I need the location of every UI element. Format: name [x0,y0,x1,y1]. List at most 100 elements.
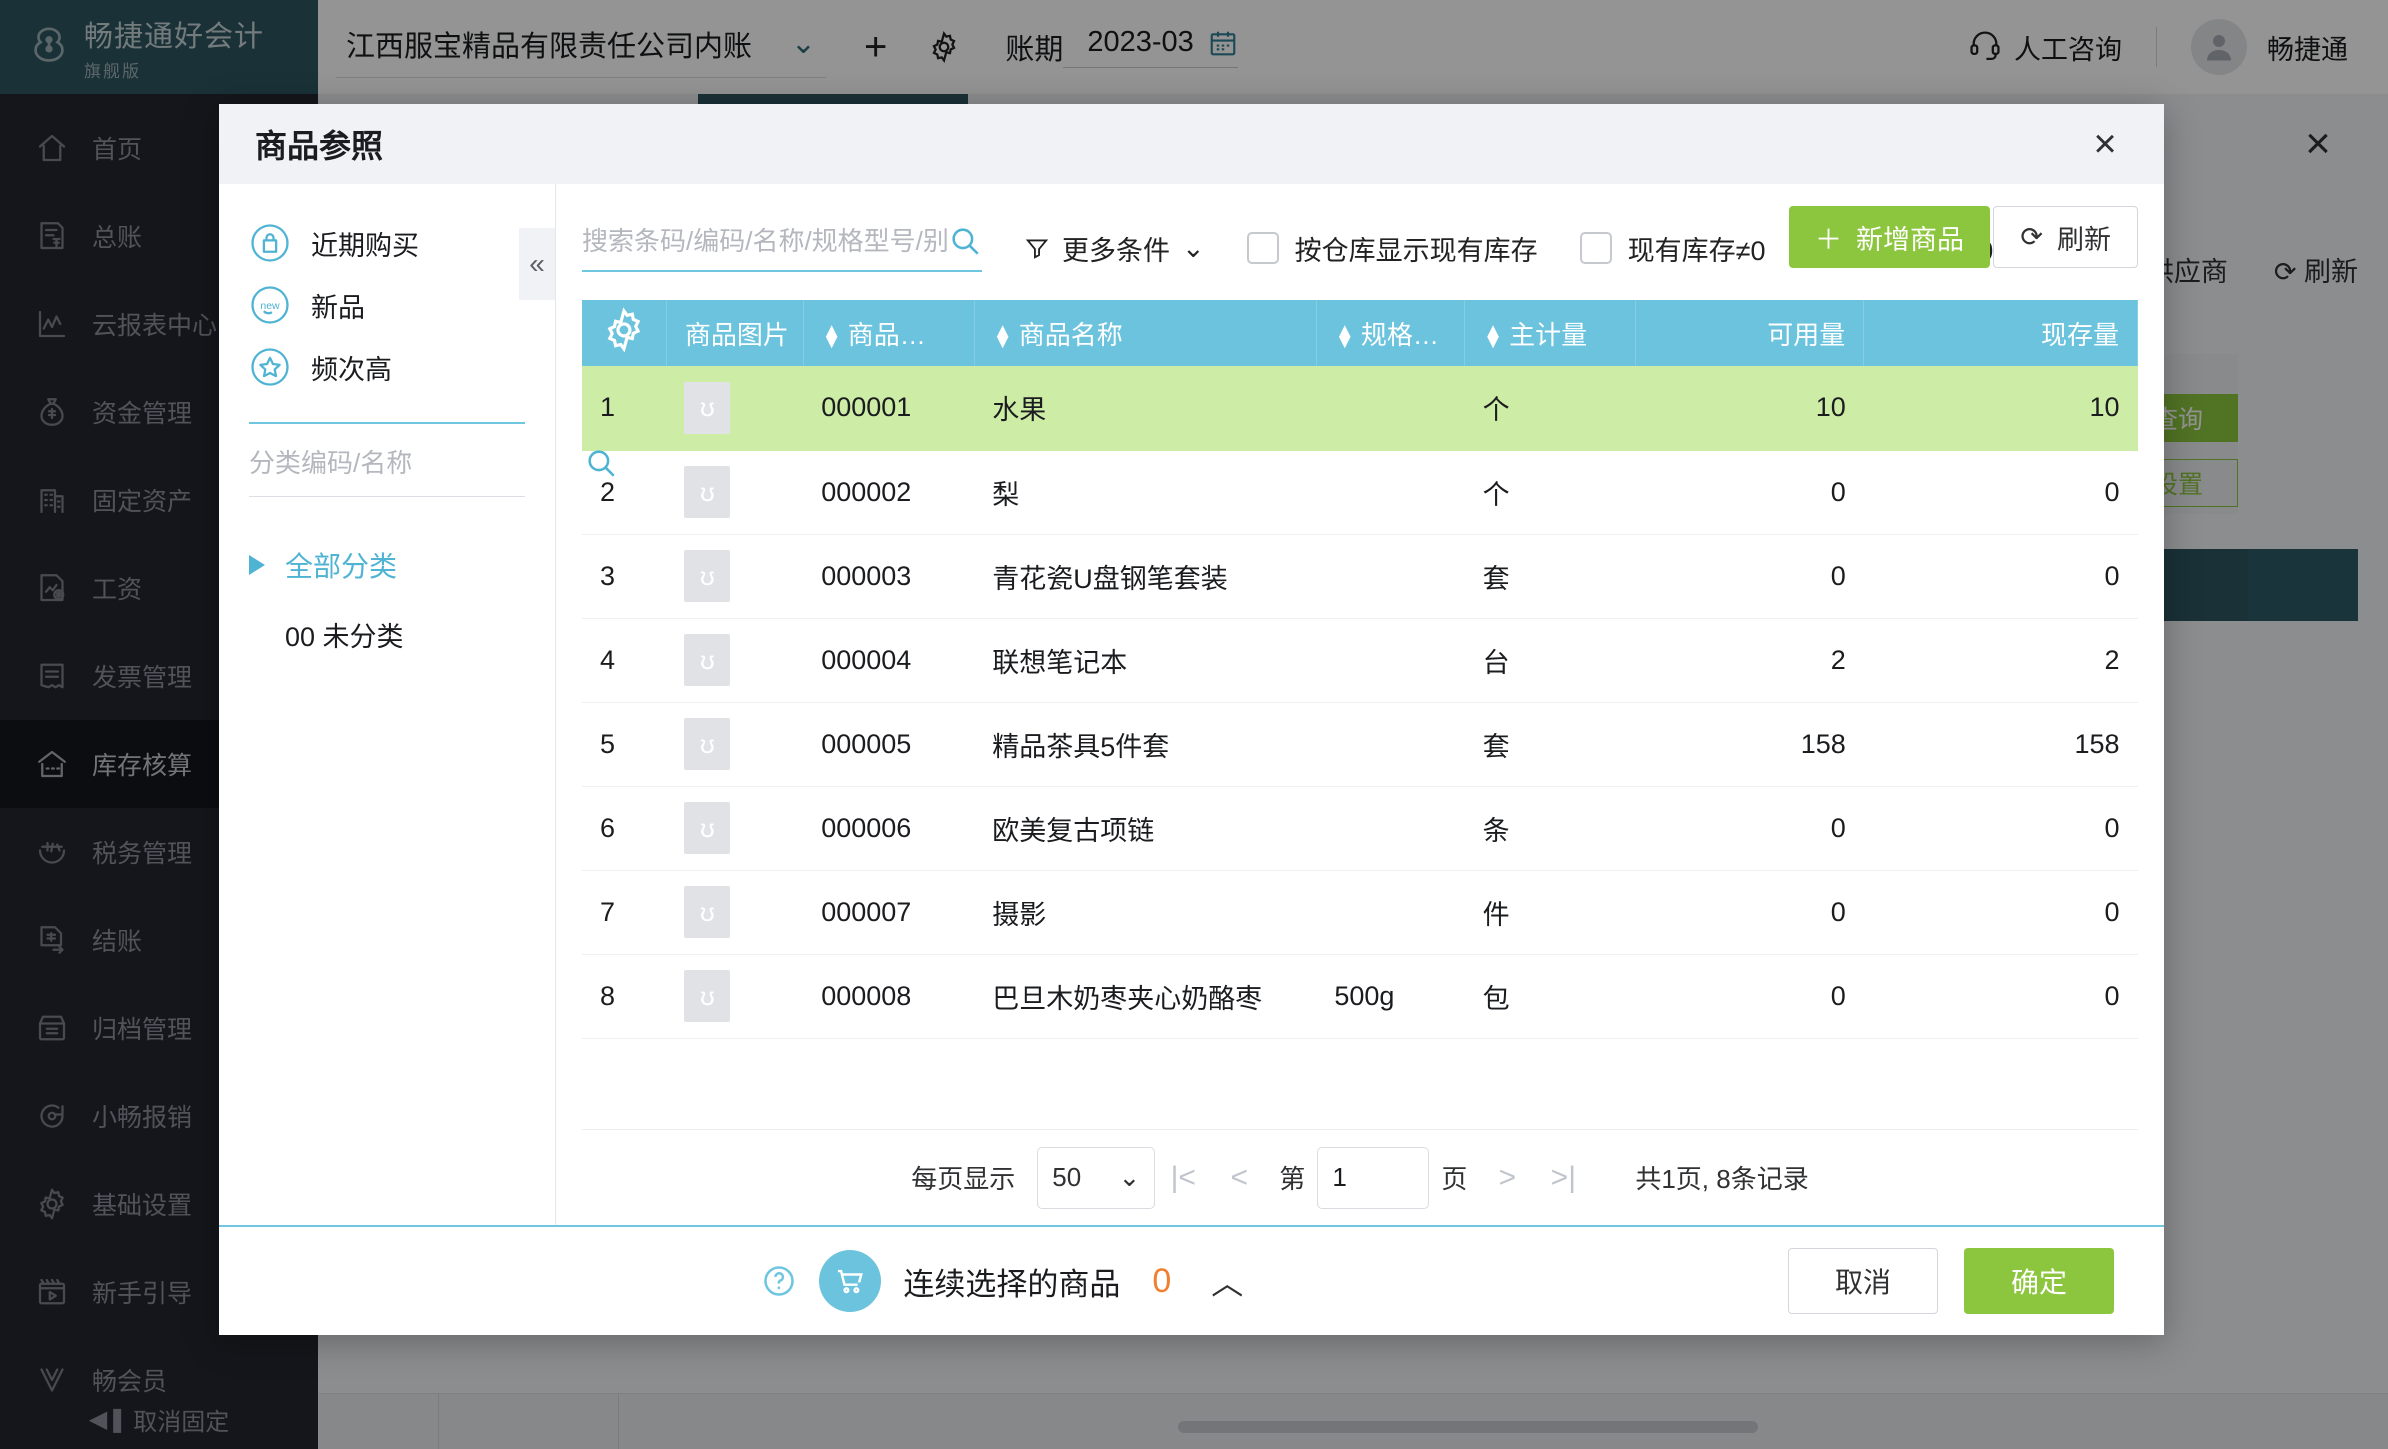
per-page-select[interactable]: 50 ⌄ [1037,1146,1156,1209]
product-thumbnail[interactable]: ʊ [684,886,731,938]
sidebar-item-6[interactable]: 工资 [0,544,318,632]
sidebar-item-12[interactable]: 小畅报销 [0,1072,318,1160]
sidebar-item-11[interactable]: 归档管理 [0,984,318,1072]
quick-filter-2[interactable]: new 新品 [249,274,525,336]
cancel-button[interactable]: 取消 [1787,1248,1938,1314]
chevron-down-icon[interactable]: ⌄ [790,26,816,60]
category-tree-root[interactable]: 全部分类 [249,537,525,593]
sidebar-item-15[interactable]: 畅会员 [0,1336,318,1424]
confirm-button[interactable]: 确定 [1963,1248,2114,1314]
background-close-icon[interactable]: × [2305,119,2331,168]
first-page-button[interactable]: |< [1170,1160,1196,1194]
cell-stock: 2 [1863,618,2138,703]
sidebar-item-14[interactable]: 新手引导 [0,1248,318,1336]
sidebar-item-3[interactable]: 云报表中心 [0,280,318,368]
cell-stock: 0 [1863,954,2138,1039]
table-row[interactable]: 2 ʊ 000002 梨个 0 0 [582,450,2138,535]
table-row[interactable]: 4 ʊ 000004 联想笔记本台 2 2 [582,618,2138,703]
search-icon[interactable] [948,224,982,258]
sidebar-item-label: 畅会员 [92,1368,168,1396]
next-page-button[interactable]: > [1498,1160,1517,1194]
user-name[interactable]: 畅捷通 [2267,34,2348,65]
column-header-name[interactable]: ▲ ▼ 商品名称 [974,300,1317,366]
cell-unit: 包 [1464,954,1636,1039]
avatar[interactable] [2191,19,2247,75]
table-row[interactable]: 6 ʊ 000006 欧美复古项链条 0 0 [582,786,2138,871]
checkbox-box[interactable] [1246,232,1279,264]
product-table: 商品图片 ▲ ▼ 商品… ▲ ▼ 商品名称 ▲ ▼ 规格… ▲ ▼ 主计量 可用量 现存量 1 ʊ 000001… [582,300,2138,1039]
sidebar-item-13[interactable]: 基础设置 [0,1160,318,1248]
triangle-right-icon[interactable] [249,555,265,575]
table-row[interactable]: 1 ʊ 000001 水果个 10 10 [582,366,2138,451]
sidebar-item-label: 税务管理 [92,840,193,868]
category-search[interactable] [249,422,615,497]
prev-page-button[interactable]: < [1230,1160,1249,1194]
quick-filter-1[interactable]: 近期购买 [249,212,525,274]
pagination: 每页显示 50 ⌄ |< < 第 页 > >| 共1页, 8条记录 [582,1129,2138,1225]
page-number-input[interactable] [1317,1146,1430,1209]
new-icon: new [249,284,291,326]
cell-spec [1316,450,1465,535]
product-thumbnail[interactable]: ʊ [684,381,731,434]
add-account-set-button[interactable]: + [864,25,888,69]
category-tree-item[interactable]: 00 未分类 [285,622,404,652]
column-header-unit[interactable]: ▲ ▼ 主计量 [1464,300,1637,366]
quick-filter-3[interactable]: 频次高 [249,336,525,398]
product-search-input[interactable] [582,225,948,257]
column-header-code[interactable]: ▲ ▼ 商品… [803,300,975,366]
gear-icon[interactable] [600,306,648,359]
more-conditions-button[interactable]: 更多条件 ⌄ [1024,229,1205,268]
sidebar-collapse-button[interactable]: ◀❚ 取消固定 [0,1402,318,1437]
panel-collapse-icon[interactable]: « [519,228,555,300]
search-icon[interactable] [584,446,618,480]
refresh-button[interactable]: ⟳ 刷新 [1993,206,2138,268]
sidebar-item-2[interactable]: 总账 [0,192,318,280]
sidebar-item-1[interactable]: 首页 [0,104,318,192]
product-thumbnail[interactable]: ʊ [684,550,731,602]
checkbox-box[interactable] [1579,232,1612,264]
cell-name: 联想笔记本 [974,618,1317,703]
cell-spec: 500g [1316,954,1465,1039]
sort-icon[interactable]: ▲ ▼ [1334,319,1355,353]
cell-unit: 套 [1464,534,1636,619]
product-thumbnail[interactable]: ʊ [684,970,731,1022]
table-row[interactable]: 7 ʊ 000007 摄影件 0 0 [582,870,2138,955]
period-picker[interactable]: 2023-03 [1063,26,1238,68]
table-row[interactable]: 5 ʊ 000005 精品茶具5件套套 158 158 [582,702,2138,787]
sidebar-item-5[interactable]: 固定资产 [0,456,318,544]
add-product-button[interactable]: ＋ 新增商品 [1789,206,1990,268]
sort-icon[interactable]: ▲ ▼ [1483,319,1503,353]
support-button[interactable]: 人工咨询 [1968,27,2122,68]
product-thumbnail[interactable]: ʊ [684,718,731,770]
plus-icon: ＋ [1815,224,1842,255]
cell-img: ʊ [666,954,804,1039]
table-row[interactable]: 3 ʊ 000003 青花瓷U盘钢笔套装套 0 0 [582,534,2138,619]
table-row[interactable]: 8 ʊ 000008 巴旦木奶枣夹心奶酪枣 500g 包 0 0 [582,954,2138,1039]
filter-checkbox-1[interactable]: 按仓库显示现有库存 [1246,229,1538,268]
company-selector[interactable]: 江西服宝精品有限责任公司内账 ⌄ [336,17,826,78]
product-search[interactable] [582,224,982,272]
horizontal-scrollbar[interactable] [1178,1421,1758,1433]
last-page-button[interactable]: >| [1550,1160,1576,1194]
gear-icon[interactable] [927,30,961,64]
sidebar-item-7[interactable]: 发票管理 [0,632,318,720]
product-thumbnail[interactable]: ʊ [684,802,731,854]
sidebar-item-10[interactable]: 结账 [0,896,318,984]
sidebar-item-4[interactable]: 资金管理 [0,368,318,456]
column-header-spec[interactable]: ▲ ▼ 规格… [1316,300,1466,366]
calendar-icon[interactable] [1208,28,1238,58]
cart-icon[interactable] [819,1250,882,1312]
quick-filter-label: 近期购买 [311,230,419,261]
sort-icon[interactable]: ▲ ▼ [821,319,842,353]
background-refresh-button[interactable]: ⟳ 刷新 [2273,256,2358,287]
chevron-up-icon[interactable]: ︿ [1211,1265,1244,1301]
sidebar-item-9[interactable]: 税务管理 [0,808,318,896]
cell-img: ʊ [666,870,804,955]
sort-icon[interactable]: ▲ ▼ [992,319,1013,353]
help-icon[interactable] [761,1263,797,1299]
category-search-input[interactable] [249,447,584,479]
filter-checkbox-2[interactable]: 现有库存≠0 [1579,229,1765,268]
product-thumbnail[interactable]: ʊ [684,634,731,686]
close-icon[interactable]: × [2093,122,2117,166]
product-thumbnail[interactable]: ʊ [684,466,731,518]
